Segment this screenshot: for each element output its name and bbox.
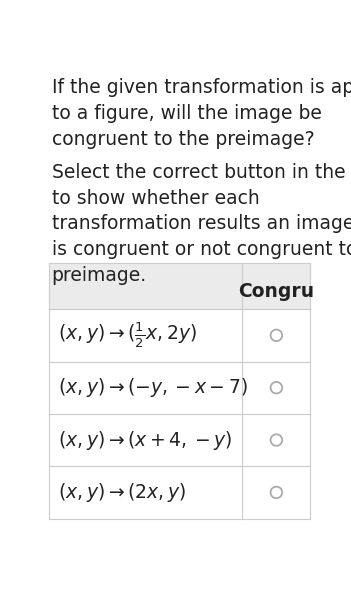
Bar bbox=[48, 414, 311, 466]
Bar bbox=[48, 309, 311, 362]
Text: Select the correct button in the table
to show whether each
transformation resul: Select the correct button in the table t… bbox=[52, 163, 351, 285]
Bar bbox=[48, 466, 311, 518]
Text: Congru: Congru bbox=[238, 283, 314, 301]
Circle shape bbox=[271, 329, 282, 341]
Text: $(x, y) \rightarrow (-y, -x - 7)$: $(x, y) \rightarrow (-y, -x - 7)$ bbox=[58, 376, 248, 399]
Circle shape bbox=[271, 434, 282, 446]
Bar bbox=[48, 263, 311, 309]
Circle shape bbox=[271, 487, 282, 498]
Bar bbox=[48, 362, 311, 414]
Text: $(x, y) \rightarrow (x + 4, -y)$: $(x, y) \rightarrow (x + 4, -y)$ bbox=[58, 428, 232, 452]
Text: $(x, y) \rightarrow (2x, y)$: $(x, y) \rightarrow (2x, y)$ bbox=[58, 481, 186, 504]
Text: $(x, y) \rightarrow (\frac{1}{2}x, 2y)$: $(x, y) \rightarrow (\frac{1}{2}x, 2y)$ bbox=[58, 320, 197, 350]
Circle shape bbox=[271, 382, 282, 394]
Text: If the given transformation is applied
to a figure, will the image be
congruent : If the given transformation is applied t… bbox=[52, 78, 351, 149]
